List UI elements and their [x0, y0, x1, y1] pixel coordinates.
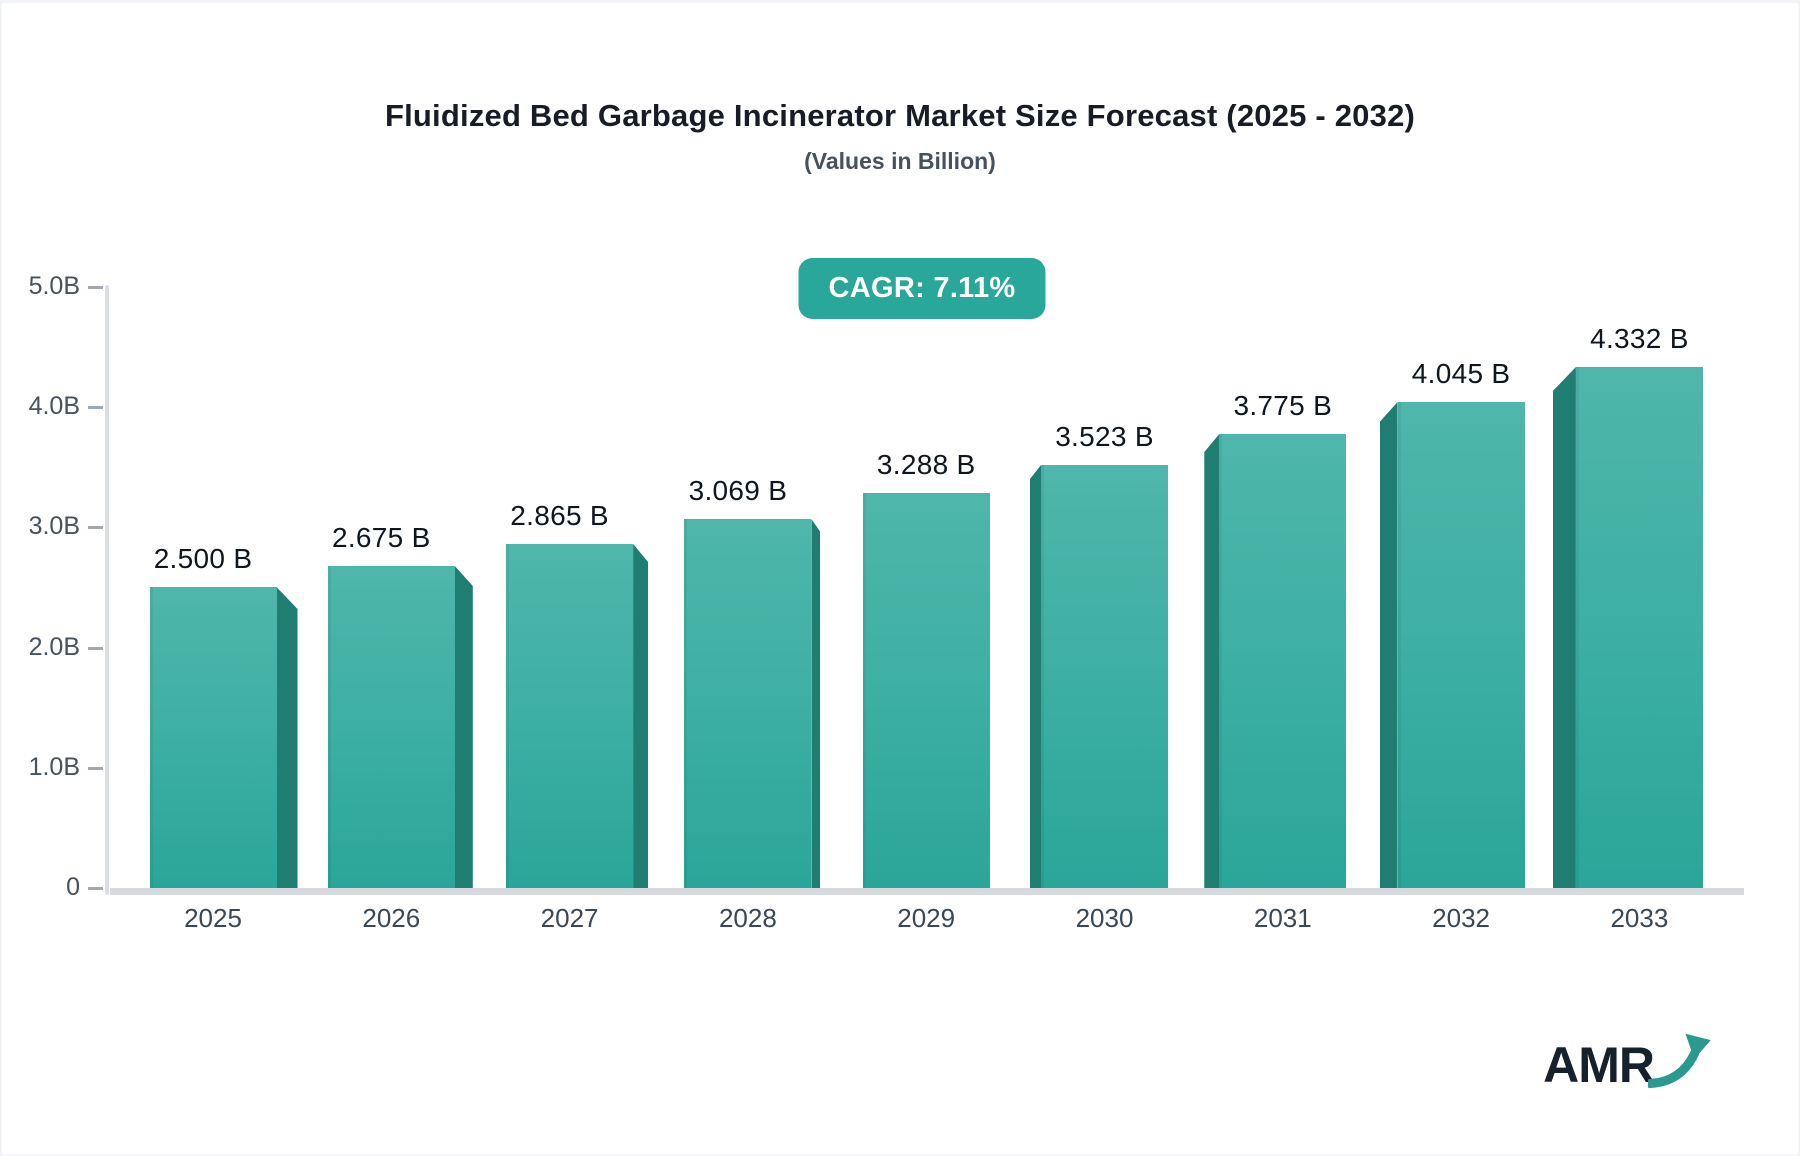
y-axis-tick: [88, 887, 103, 890]
bar-side-face: [811, 519, 821, 888]
bar-value-label: 3.069 B: [688, 475, 788, 506]
y-axis-tick-label: 3.0B: [28, 512, 80, 541]
bar-side-face: [454, 566, 473, 888]
bar-side-face: [1379, 402, 1398, 888]
bar-side-face: [276, 587, 298, 888]
bar-value-label: 2.865 B: [510, 500, 609, 531]
bar-front-face: [1575, 367, 1703, 888]
y-axis-tick: [88, 766, 103, 770]
x-axis-label-2032: 2032: [1432, 903, 1491, 933]
bar-front-face: [862, 493, 990, 888]
x-axis-label-2025: 2025: [184, 903, 242, 933]
chart-title: Fluidized Bed Garbage Incinerator Market…: [384, 98, 1416, 133]
x-axis-label-2028: 2028: [718, 903, 777, 933]
y-axis-line: [105, 285, 109, 895]
bar-front-face: [1041, 465, 1168, 888]
y-axis-tick-label: 5.0B: [28, 272, 80, 300]
x-axis-label-2031: 2031: [1253, 903, 1312, 933]
bar-value-label: 3.288 B: [876, 449, 976, 480]
bar-chart-plot-area: 2.500 B 2.675 B 2.865 B 3.069 B 3.288 B 3.523…: [112, 287, 1745, 888]
y-axis-tick: [88, 406, 103, 410]
x-axis-label-2033: 2033: [1610, 903, 1669, 933]
bar-front-face: [684, 519, 812, 888]
bar-value-label: 3.523 B: [1055, 421, 1154, 452]
x-axis-label-2027: 2027: [540, 903, 599, 933]
y-axis-tick-label: 4.0B: [28, 392, 80, 421]
y-axis-tick: [88, 286, 103, 289]
cagr-badge: CAGR: 7.11%: [798, 258, 1046, 319]
y-axis-tick: [88, 646, 103, 650]
bar-front-face: [327, 566, 455, 888]
bar-side-face: [633, 544, 649, 888]
bar-front-face: [1397, 402, 1525, 888]
bar-side-face: [1204, 434, 1220, 888]
x-axis-label-2029: 2029: [897, 903, 956, 933]
bar-value-label: 3.775 B: [1233, 390, 1333, 421]
amr-logo: AMR: [1543, 1032, 1712, 1090]
bar-front-face: [1219, 434, 1347, 888]
bar-side-face: [1552, 367, 1576, 888]
amr-logo-text: AMR: [1543, 1037, 1655, 1093]
bar-value-label: 4.045 B: [1411, 358, 1511, 389]
x-axis-label-2030: 2030: [1075, 903, 1134, 933]
y-axis-tick-label: 1.0B: [28, 752, 80, 781]
bar-front-face: [149, 587, 277, 888]
bar-value-label: 2.675 B: [331, 522, 431, 553]
x-axis-label-2026: 2026: [362, 903, 421, 933]
bar-value-label: 4.332 B: [1590, 323, 1689, 354]
bar-value-label: 2.500 B: [153, 543, 253, 574]
bar-side-face: [1030, 465, 1041, 888]
y-axis-tick: [88, 526, 103, 530]
y-axis-tick-label: 2.0B: [28, 632, 80, 661]
x-axis-baseline: [110, 888, 1744, 895]
trend-up-arrow-icon: [1648, 1033, 1711, 1088]
y-axis-tick-label: 0: [66, 873, 80, 901]
bar-front-face: [506, 544, 634, 888]
chart-subtitle: (Values in Billion): [804, 148, 996, 174]
